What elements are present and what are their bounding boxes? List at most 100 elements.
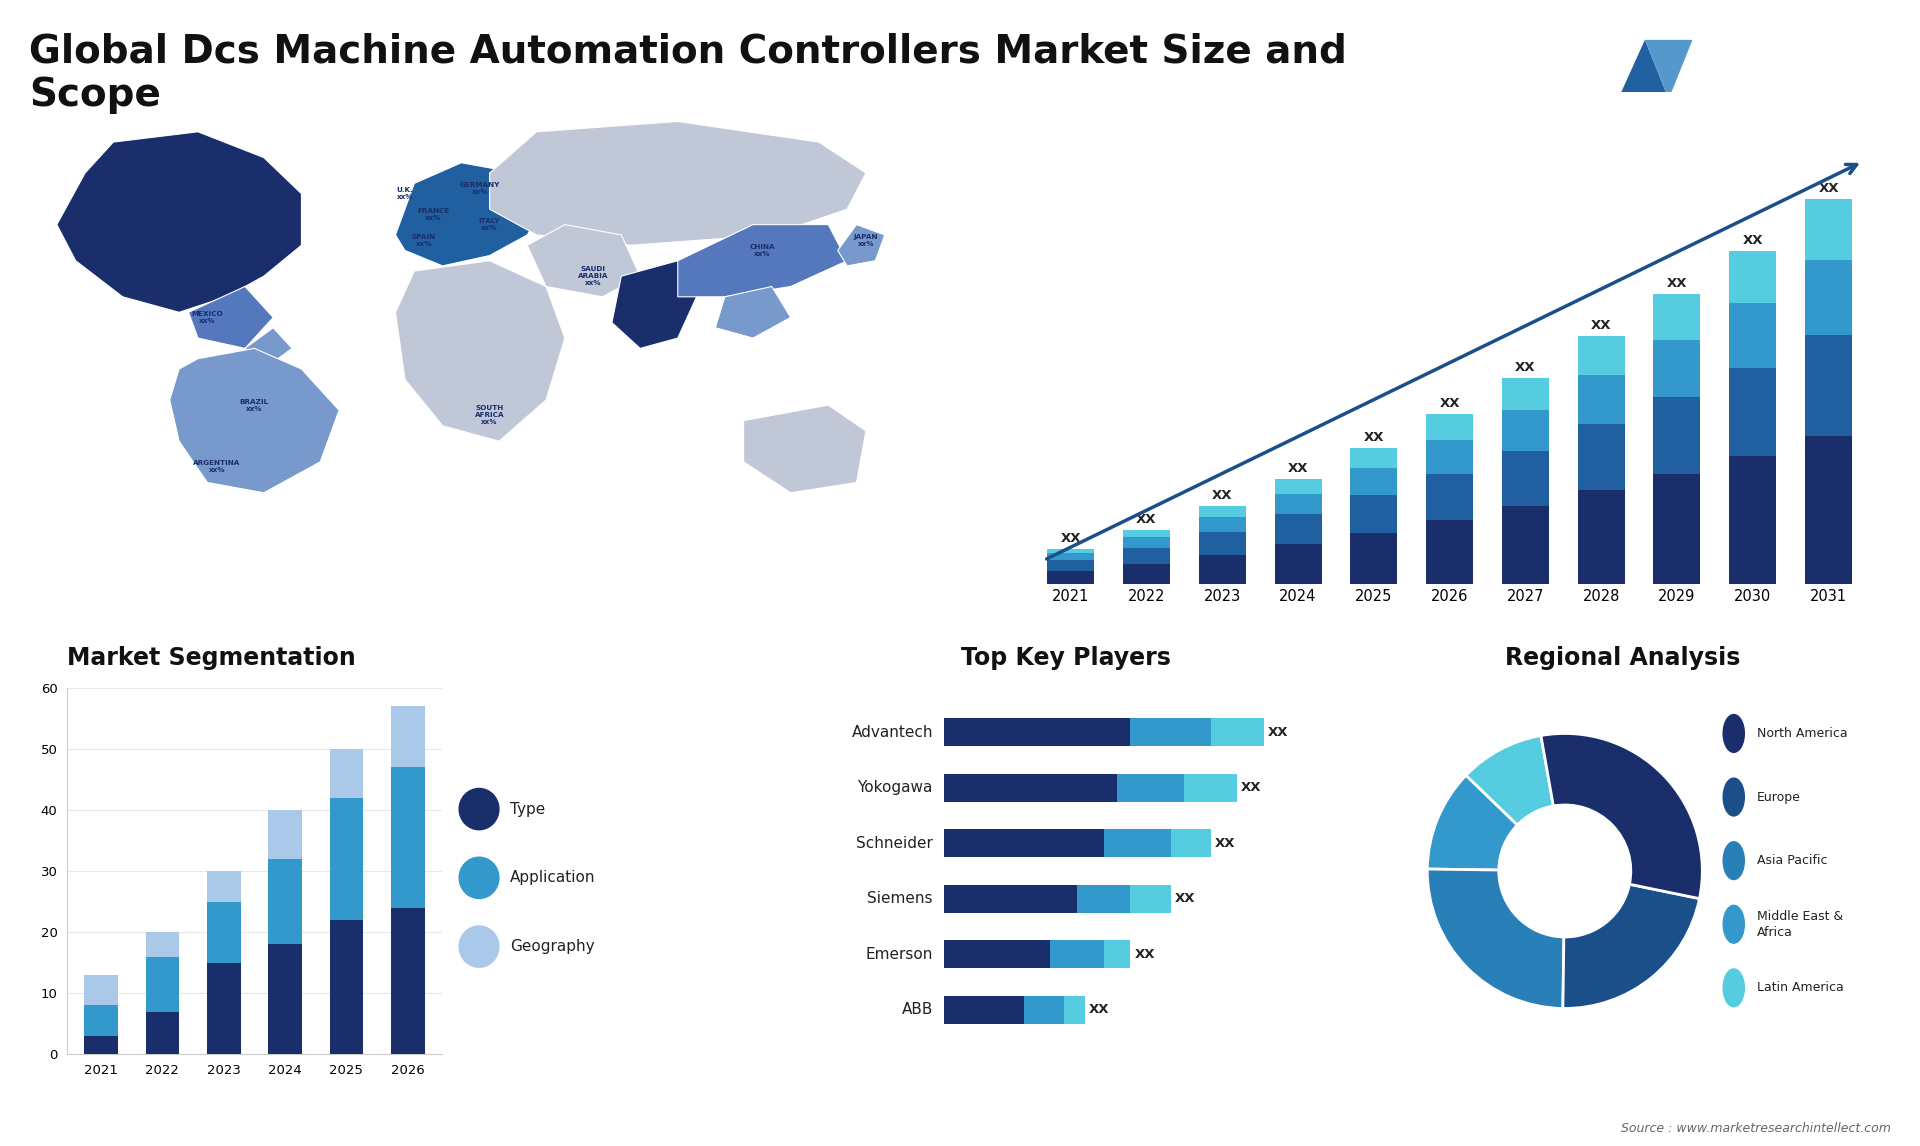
- Text: Source : www.marketresearchintellect.com: Source : www.marketresearchintellect.com: [1620, 1122, 1891, 1135]
- Bar: [1198, 532, 1246, 555]
- Bar: [1427, 440, 1473, 473]
- Text: Europe: Europe: [1757, 791, 1801, 803]
- Bar: [1427, 519, 1473, 584]
- Bar: [269, 944, 301, 1054]
- Circle shape: [459, 926, 499, 967]
- Text: SAUDI
ARABIA
xx%: SAUDI ARABIA xx%: [578, 266, 609, 286]
- Bar: [943, 941, 1050, 968]
- Text: Global Dcs Machine Automation Controllers Market Size and
Scope: Global Dcs Machine Automation Controller…: [29, 32, 1346, 115]
- Text: Latin America: Latin America: [1757, 981, 1843, 995]
- Wedge shape: [1542, 733, 1703, 898]
- Bar: [1501, 410, 1549, 450]
- Text: JAPAN
xx%: JAPAN xx%: [854, 234, 877, 246]
- Bar: [1653, 295, 1701, 340]
- Bar: [392, 767, 424, 908]
- Circle shape: [1722, 715, 1743, 752]
- Bar: [943, 885, 1077, 912]
- Bar: [1023, 996, 1064, 1023]
- Text: CANADA
xx%: CANADA xx%: [125, 162, 159, 174]
- Polygon shape: [246, 328, 292, 369]
- Text: INDIA
xx%: INDIA xx%: [637, 300, 660, 314]
- Text: Siemens: Siemens: [868, 892, 933, 906]
- Bar: [207, 871, 240, 902]
- Text: XX: XX: [1137, 513, 1156, 526]
- Bar: [943, 996, 1023, 1023]
- Bar: [1501, 378, 1549, 410]
- Text: XX: XX: [1240, 782, 1261, 794]
- Wedge shape: [1563, 885, 1699, 1008]
- Text: CHINA
xx%: CHINA xx%: [749, 244, 776, 257]
- Bar: [943, 774, 1117, 801]
- Bar: [1653, 397, 1701, 473]
- Text: XX: XX: [1267, 725, 1288, 738]
- Bar: [1427, 473, 1473, 519]
- Bar: [1578, 489, 1624, 584]
- Polygon shape: [396, 163, 545, 266]
- Bar: [84, 1036, 117, 1054]
- Text: Middle East &
Africa: Middle East & Africa: [1757, 910, 1843, 939]
- Text: XX: XX: [1743, 234, 1763, 246]
- Text: North America: North America: [1757, 727, 1847, 740]
- Bar: [1046, 554, 1094, 560]
- Text: Regional Analysis: Regional Analysis: [1505, 646, 1740, 670]
- Text: Top Key Players: Top Key Players: [960, 646, 1171, 670]
- Bar: [943, 719, 1131, 746]
- Bar: [1123, 531, 1169, 537]
- Bar: [1185, 774, 1236, 801]
- Bar: [84, 1005, 117, 1036]
- Bar: [1104, 941, 1131, 968]
- Text: Yokogawa: Yokogawa: [858, 780, 933, 795]
- Bar: [1805, 435, 1853, 584]
- Bar: [146, 1012, 179, 1054]
- Bar: [1805, 199, 1853, 260]
- Text: Emerson: Emerson: [866, 947, 933, 961]
- Polygon shape: [169, 348, 340, 493]
- Bar: [1730, 368, 1776, 456]
- Circle shape: [1722, 968, 1743, 1006]
- Bar: [269, 810, 301, 858]
- Bar: [1653, 473, 1701, 584]
- Text: ITALY
xx%: ITALY xx%: [478, 218, 501, 231]
- Bar: [1578, 336, 1624, 375]
- Text: Type: Type: [511, 801, 545, 817]
- Bar: [1578, 424, 1624, 489]
- Bar: [1501, 450, 1549, 507]
- Text: XX: XX: [1667, 277, 1688, 290]
- Text: XX: XX: [1060, 532, 1081, 545]
- Text: ARGENTINA
xx%: ARGENTINA xx%: [194, 461, 240, 473]
- Bar: [1275, 494, 1321, 515]
- Bar: [1501, 507, 1549, 584]
- Text: XX: XX: [1215, 837, 1235, 849]
- Text: SPAIN
xx%: SPAIN xx%: [411, 234, 436, 246]
- Polygon shape: [612, 261, 697, 348]
- Text: Application: Application: [511, 870, 595, 886]
- Text: INTELLECT: INTELLECT: [1716, 89, 1788, 102]
- Bar: [1131, 719, 1210, 746]
- Bar: [1350, 469, 1398, 495]
- Polygon shape: [716, 286, 791, 338]
- Text: FRANCE
xx%: FRANCE xx%: [417, 207, 449, 221]
- Polygon shape: [58, 132, 301, 313]
- Wedge shape: [1465, 736, 1553, 825]
- Polygon shape: [743, 406, 866, 493]
- Bar: [1275, 515, 1321, 544]
- Polygon shape: [1645, 40, 1692, 99]
- Bar: [1198, 517, 1246, 532]
- Bar: [1350, 495, 1398, 533]
- Polygon shape: [1619, 40, 1668, 99]
- Text: XX: XX: [1440, 398, 1459, 410]
- Bar: [207, 963, 240, 1054]
- Polygon shape: [528, 225, 639, 297]
- Bar: [330, 920, 363, 1054]
- Bar: [330, 798, 363, 920]
- Bar: [1123, 564, 1169, 584]
- Text: BRAZIL
xx%: BRAZIL xx%: [240, 399, 269, 411]
- Text: Geography: Geography: [511, 939, 595, 955]
- Bar: [1730, 456, 1776, 584]
- Bar: [1131, 885, 1171, 912]
- Text: XX: XX: [1592, 319, 1611, 332]
- Text: MARKET: MARKET: [1716, 46, 1772, 58]
- Text: ABB: ABB: [902, 1003, 933, 1018]
- Bar: [1578, 375, 1624, 424]
- Bar: [1077, 885, 1131, 912]
